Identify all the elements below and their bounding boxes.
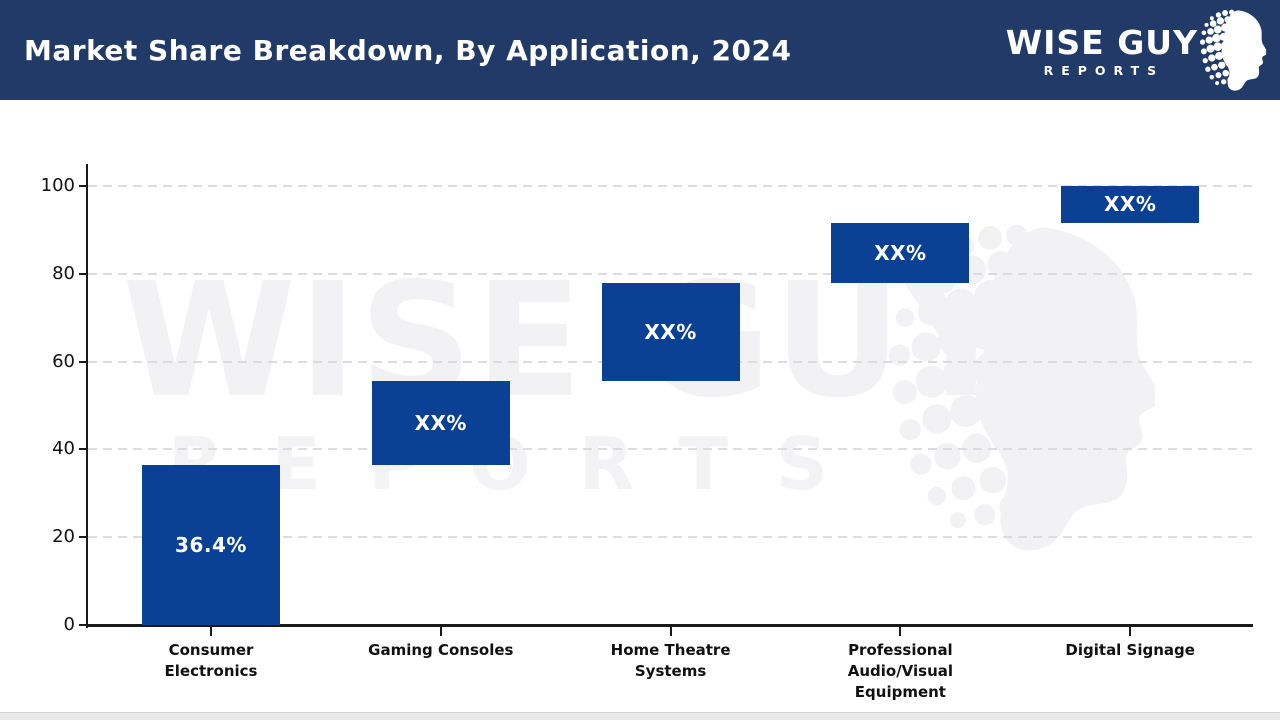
x-category-label: Gaming Consoles: [368, 641, 514, 659]
y-tick-40: [79, 448, 88, 451]
x-category-label: Digital Signage: [1065, 641, 1195, 659]
gridline-40: [88, 448, 1253, 451]
gridline-100: [88, 185, 1253, 187]
header-bar: Market Share Breakdown, By Application, …: [0, 0, 1280, 100]
x-category-label: Professional Audio/Visual Equipment: [847, 641, 954, 701]
x-tick-4: [899, 627, 902, 636]
y-tick-label-60: 60: [52, 350, 75, 372]
y-tick-20: [79, 536, 88, 539]
bar-value-label: XX%: [644, 320, 697, 345]
y-tick-60: [79, 360, 88, 363]
y-tick-label-80: 80: [52, 262, 75, 284]
brand-subname: REPORTS: [1043, 63, 1165, 78]
bar-value-label: XX%: [874, 241, 927, 266]
x-tick-3: [669, 627, 672, 636]
bar-value-label: XX%: [1103, 192, 1157, 217]
bar-5: XX%: [1061, 186, 1200, 223]
x-axis-line: [86, 624, 1253, 627]
gridline-20: [88, 536, 1253, 539]
x-tick-5: [1129, 627, 1132, 636]
bar-value-label: XX%: [414, 411, 467, 436]
chart-title: Market Share Breakdown, By Application, …: [24, 33, 792, 67]
y-tick-0: [79, 624, 88, 626]
brand-head-icon: [1196, 9, 1270, 95]
brand-name: WISE GUY: [1005, 23, 1198, 62]
bar-3: XX%: [601, 283, 740, 382]
bar-2: XX%: [371, 381, 510, 466]
x-category-label: Consumer Electronics: [164, 641, 258, 680]
y-tick-label-40: 40: [52, 438, 75, 460]
x-tick-2: [439, 627, 442, 636]
y-tick-80: [79, 272, 88, 275]
gridline-80: [88, 272, 1253, 275]
bar-4: XX%: [831, 222, 970, 284]
brand-logo: WISE GUY REPORTS: [1006, 6, 1270, 98]
y-tick-label-100: 100: [40, 175, 75, 196]
y-tick-100: [79, 185, 88, 187]
bar-1: 36.4%: [142, 465, 280, 625]
x-category-label: Home Theatre Systems: [610, 641, 731, 680]
brand-logo-text: WISE GUY REPORTS: [1006, 26, 1198, 78]
y-tick-label-0: 0: [63, 614, 75, 635]
x-tick-1: [210, 627, 212, 636]
y-tick-label-20: 20: [52, 526, 75, 548]
footer-strip: [0, 712, 1280, 720]
bar-value-label: 36.4%: [175, 533, 247, 558]
y-axis-line: [86, 164, 88, 628]
